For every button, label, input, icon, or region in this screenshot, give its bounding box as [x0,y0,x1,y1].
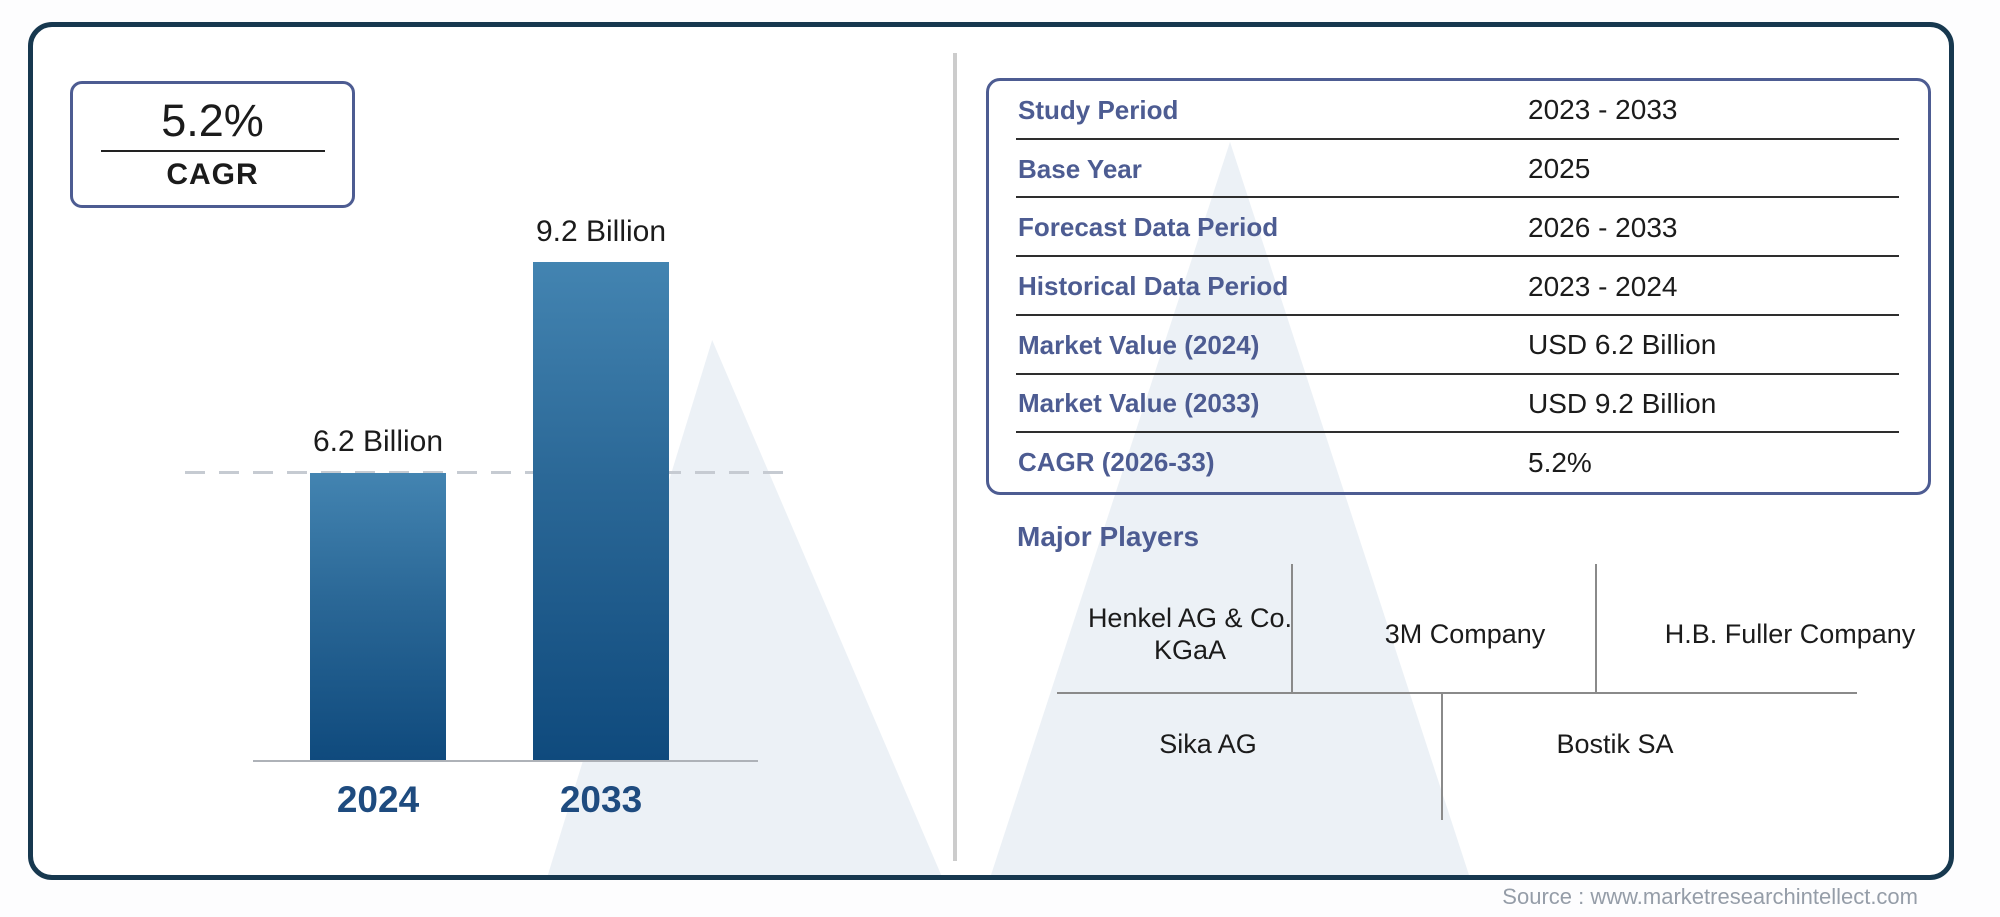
player-henkel: Henkel AG & Co. KGaA [1087,603,1293,665]
bar-2024 [310,473,446,760]
bar-value-label-2033: 9.2 Billion [535,215,667,248]
table-row: CAGR (2026-33) 5.2% [989,433,1928,492]
content-layer: 5.2% CAGR 6.2 Billion 9.2 Billion 2024 2… [33,27,1949,875]
cagr-divider-line [100,149,325,152]
players-grid-vline-2 [1595,564,1597,692]
bar-2033 [533,262,669,760]
row-label: Market Value (2024) [1018,329,1260,360]
player-sika: Sika AG [1159,729,1257,760]
cagr-label: CAGR [166,157,259,191]
player-3m: 3M Company [1384,619,1546,650]
row-label: Historical Data Period [1018,271,1289,302]
x-tick-2024: 2024 [336,779,420,820]
table-row: Market Value (2033) USD 9.2 Billion [989,375,1928,434]
row-value: USD 9.2 Billion [1528,387,1717,419]
row-label: Market Value (2033) [1018,388,1260,419]
player-bostik: Bostik SA [1556,729,1674,760]
main-card: 5.2% CAGR 6.2 Billion 9.2 Billion 2024 2… [28,22,1954,880]
players-grid-hline [1057,692,1857,694]
player-hb-fuller: H.B. Fuller Company [1664,619,1916,650]
study-info-table: Study Period 2023 - 2033 Base Year 2025 … [986,78,1931,495]
cagr-value: 5.2% [161,95,264,147]
x-tick-2033: 2033 [559,779,643,820]
players-grid-vline-3 [1441,692,1443,820]
reference-dashed-line [185,471,797,474]
row-label: Base Year [1018,153,1142,184]
row-value: 2026 - 2033 [1528,211,1678,243]
row-label: Forecast Data Period [1018,212,1279,243]
players-grid-vline-1 [1291,564,1293,692]
table-row: Forecast Data Period 2026 - 2033 [989,198,1928,257]
row-value: 2023 - 2024 [1528,270,1678,302]
major-players-heading: Major Players [1017,521,1200,552]
row-value: USD 6.2 Billion [1528,329,1717,361]
row-label: CAGR (2026-33) [1018,447,1215,478]
table-row: Base Year 2025 [989,140,1928,199]
row-value: 5.2% [1528,446,1592,478]
bar-value-label-2024: 6.2 Billion [312,425,444,458]
x-axis-baseline [253,760,758,762]
table-row: Historical Data Period 2023 - 2024 [989,257,1928,316]
source-attribution: Source : www.marketresearchintellect.com [1502,884,1918,909]
row-value: 2025 [1528,153,1591,185]
row-value: 2023 - 2033 [1528,94,1678,126]
table-row: Study Period 2023 - 2033 [989,81,1928,140]
vertical-divider [953,53,957,861]
row-label: Study Period [1018,94,1179,125]
cagr-badge: 5.2% CAGR [70,81,355,208]
table-row: Market Value (2024) USD 6.2 Billion [989,316,1928,375]
